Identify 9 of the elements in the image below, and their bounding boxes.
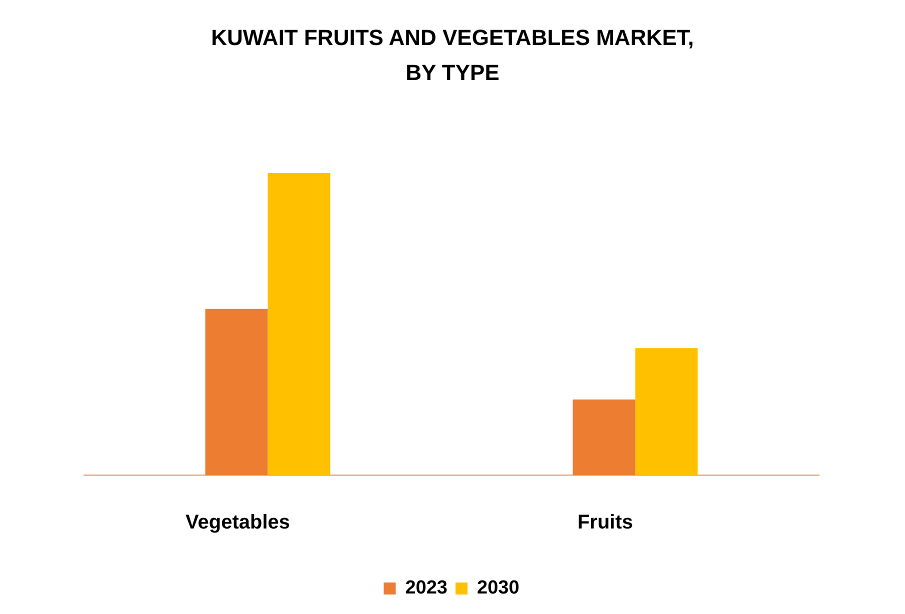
x-tick-label: Fruits (577, 512, 634, 534)
bar (205, 308, 268, 475)
bar (572, 400, 636, 475)
legend-label: 2023 (405, 578, 448, 599)
legend-label: 2030 (477, 578, 520, 599)
chart-title: KUWAIT FRUITS AND VEGETABLES MARKET, BY TYPE (210, 24, 695, 87)
bar (268, 173, 330, 475)
x-tick-label: Vegetables (185, 512, 290, 534)
bar (635, 348, 698, 475)
